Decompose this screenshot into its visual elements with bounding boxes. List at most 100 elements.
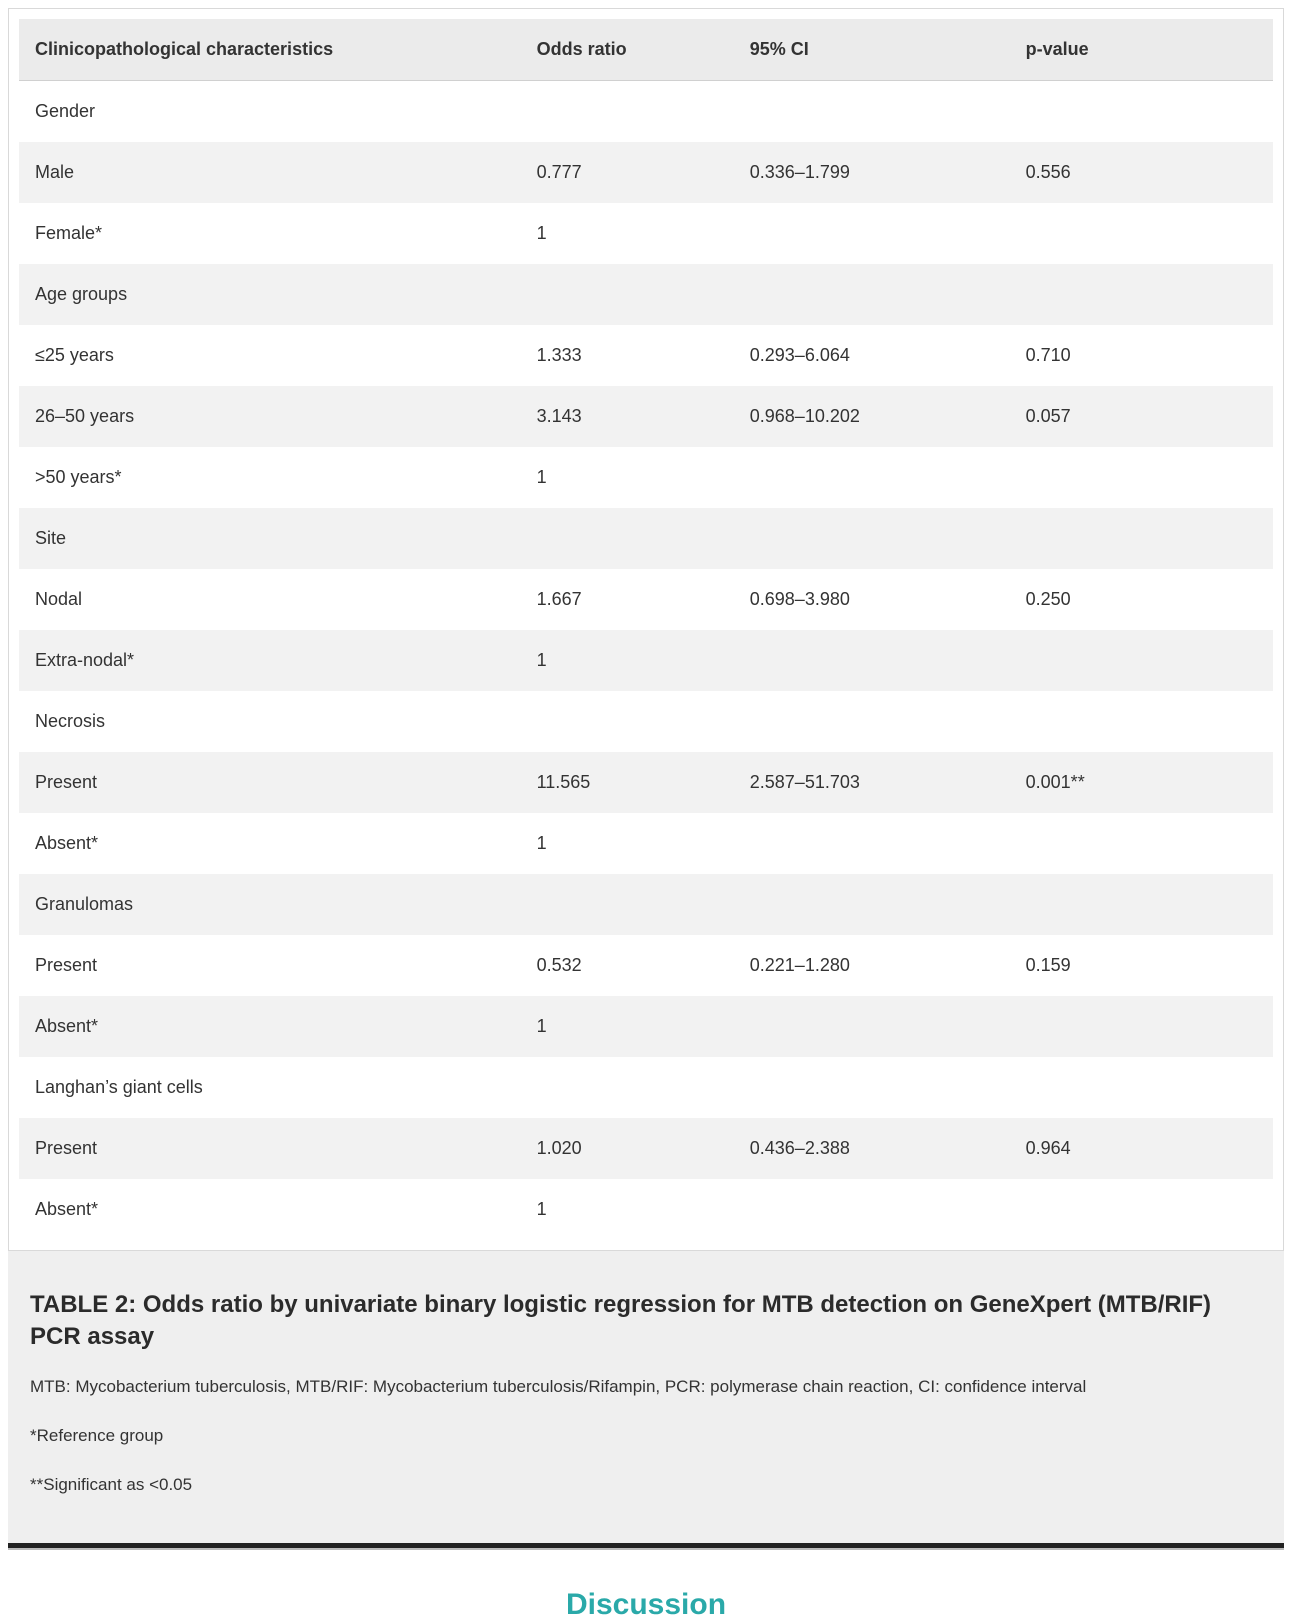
table-row: Male0.7770.336–1.7990.556	[19, 142, 1273, 203]
table-cell: 0.436–2.388	[734, 1118, 1010, 1179]
odds-ratio-table: Clinicopathological characteristics Odds…	[19, 19, 1273, 1240]
table-cell: Absent*	[19, 1179, 521, 1240]
table-cell: 2.587–51.703	[734, 752, 1010, 813]
table-cell: Present	[19, 935, 521, 996]
table-cell	[734, 1057, 1010, 1118]
table-row: Present11.5652.587–51.7030.001**	[19, 752, 1273, 813]
table-cell: Female*	[19, 203, 521, 264]
table-row: Present1.0200.436–2.3880.964	[19, 1118, 1273, 1179]
table-cell: 1	[521, 813, 734, 874]
table-cell: 0.710	[1010, 325, 1273, 386]
table-cell	[734, 691, 1010, 752]
table-row: Absent*1	[19, 996, 1273, 1057]
table-cell	[1010, 508, 1273, 569]
table-cell: 0.293–6.064	[734, 325, 1010, 386]
table-cell: Absent*	[19, 996, 521, 1057]
caption-title: TABLE 2: Odds ratio by univariate binary…	[30, 1289, 1262, 1354]
table-row: Nodal1.6670.698–3.9800.250	[19, 569, 1273, 630]
table-row: Langhan’s giant cells	[19, 1057, 1273, 1118]
table-cell: 0.556	[1010, 142, 1273, 203]
table-cell: Extra-nodal*	[19, 630, 521, 691]
th-ci: 95% CI	[734, 19, 1010, 81]
table-row: Necrosis	[19, 691, 1273, 752]
table-cell: 0.057	[1010, 386, 1273, 447]
caption-sig: **Significant as <0.05	[30, 1474, 1262, 1497]
table-cell: 11.565	[521, 752, 734, 813]
table-cell	[1010, 264, 1273, 325]
table-cell: 0.777	[521, 142, 734, 203]
table-cell	[1010, 203, 1273, 264]
table-row: ≤25 years1.3330.293–6.0640.710	[19, 325, 1273, 386]
table-row: 26–50 years3.1430.968–10.2020.057	[19, 386, 1273, 447]
table-cell	[734, 447, 1010, 508]
table-row: Age groups	[19, 264, 1273, 325]
table-cell: Nodal	[19, 569, 521, 630]
table-cell	[734, 874, 1010, 935]
table-cell	[521, 81, 734, 143]
table-cell	[1010, 996, 1273, 1057]
table-cell	[1010, 447, 1273, 508]
table-cell: 1	[521, 630, 734, 691]
table-cell	[734, 1179, 1010, 1240]
table-cell	[1010, 813, 1273, 874]
table-cell: 0.968–10.202	[734, 386, 1010, 447]
table-cell: 0.159	[1010, 935, 1273, 996]
bottom-rule	[8, 1548, 1284, 1550]
table-cell: 0.532	[521, 935, 734, 996]
table-row: Female*1	[19, 203, 1273, 264]
table-row: Absent*1	[19, 1179, 1273, 1240]
table-cell: ≤25 years	[19, 325, 521, 386]
table-cell: 1.020	[521, 1118, 734, 1179]
table-cell: 0.221–1.280	[734, 935, 1010, 996]
table-cell	[1010, 81, 1273, 143]
table-cell	[521, 874, 734, 935]
table-row: >50 years*1	[19, 447, 1273, 508]
table-cell	[1010, 1057, 1273, 1118]
table-caption: TABLE 2: Odds ratio by univariate binary…	[8, 1251, 1284, 1548]
table-cell: 1	[521, 447, 734, 508]
table-cell: Gender	[19, 81, 521, 143]
table-cell	[521, 691, 734, 752]
table-cell: 1	[521, 203, 734, 264]
table-cell	[1010, 1179, 1273, 1240]
table-cell	[734, 630, 1010, 691]
table-cell: 0.336–1.799	[734, 142, 1010, 203]
table-cell: 1	[521, 1179, 734, 1240]
table-row: Site	[19, 508, 1273, 569]
table-cell	[734, 813, 1010, 874]
table-row: Gender	[19, 81, 1273, 143]
th-characteristics: Clinicopathological characteristics	[19, 19, 521, 81]
table-row: Present0.5320.221–1.2800.159	[19, 935, 1273, 996]
table-cell: >50 years*	[19, 447, 521, 508]
table-container: Clinicopathological characteristics Odds…	[8, 8, 1284, 1251]
table-cell: 0.964	[1010, 1118, 1273, 1179]
table-cell: Present	[19, 752, 521, 813]
table-row: Granulomas	[19, 874, 1273, 935]
table-cell: 0.250	[1010, 569, 1273, 630]
th-odds-ratio: Odds ratio	[521, 19, 734, 81]
table-cell: 1.333	[521, 325, 734, 386]
table-cell	[734, 203, 1010, 264]
table-cell	[1010, 874, 1273, 935]
table-row: Extra-nodal*1	[19, 630, 1273, 691]
table-cell: Present	[19, 1118, 521, 1179]
table-cell: Male	[19, 142, 521, 203]
th-pvalue: p-value	[1010, 19, 1273, 81]
table-cell: Site	[19, 508, 521, 569]
table-cell: 1	[521, 996, 734, 1057]
table-cell: Langhan’s giant cells	[19, 1057, 521, 1118]
table-cell	[521, 508, 734, 569]
table-cell	[1010, 630, 1273, 691]
table-cell: 3.143	[521, 386, 734, 447]
table-cell	[734, 81, 1010, 143]
table-cell	[734, 264, 1010, 325]
table-cell: 26–50 years	[19, 386, 521, 447]
caption-abbrev: MTB: Mycobacterium tuberculosis, MTB/RIF…	[30, 1376, 1262, 1399]
table-cell: Necrosis	[19, 691, 521, 752]
table-cell: 1.667	[521, 569, 734, 630]
table-cell	[734, 996, 1010, 1057]
table-body: GenderMale0.7770.336–1.7990.556Female*1A…	[19, 81, 1273, 1241]
table-cell: Age groups	[19, 264, 521, 325]
section-heading-discussion: Discussion	[0, 1588, 1292, 1622]
table-cell	[1010, 691, 1273, 752]
